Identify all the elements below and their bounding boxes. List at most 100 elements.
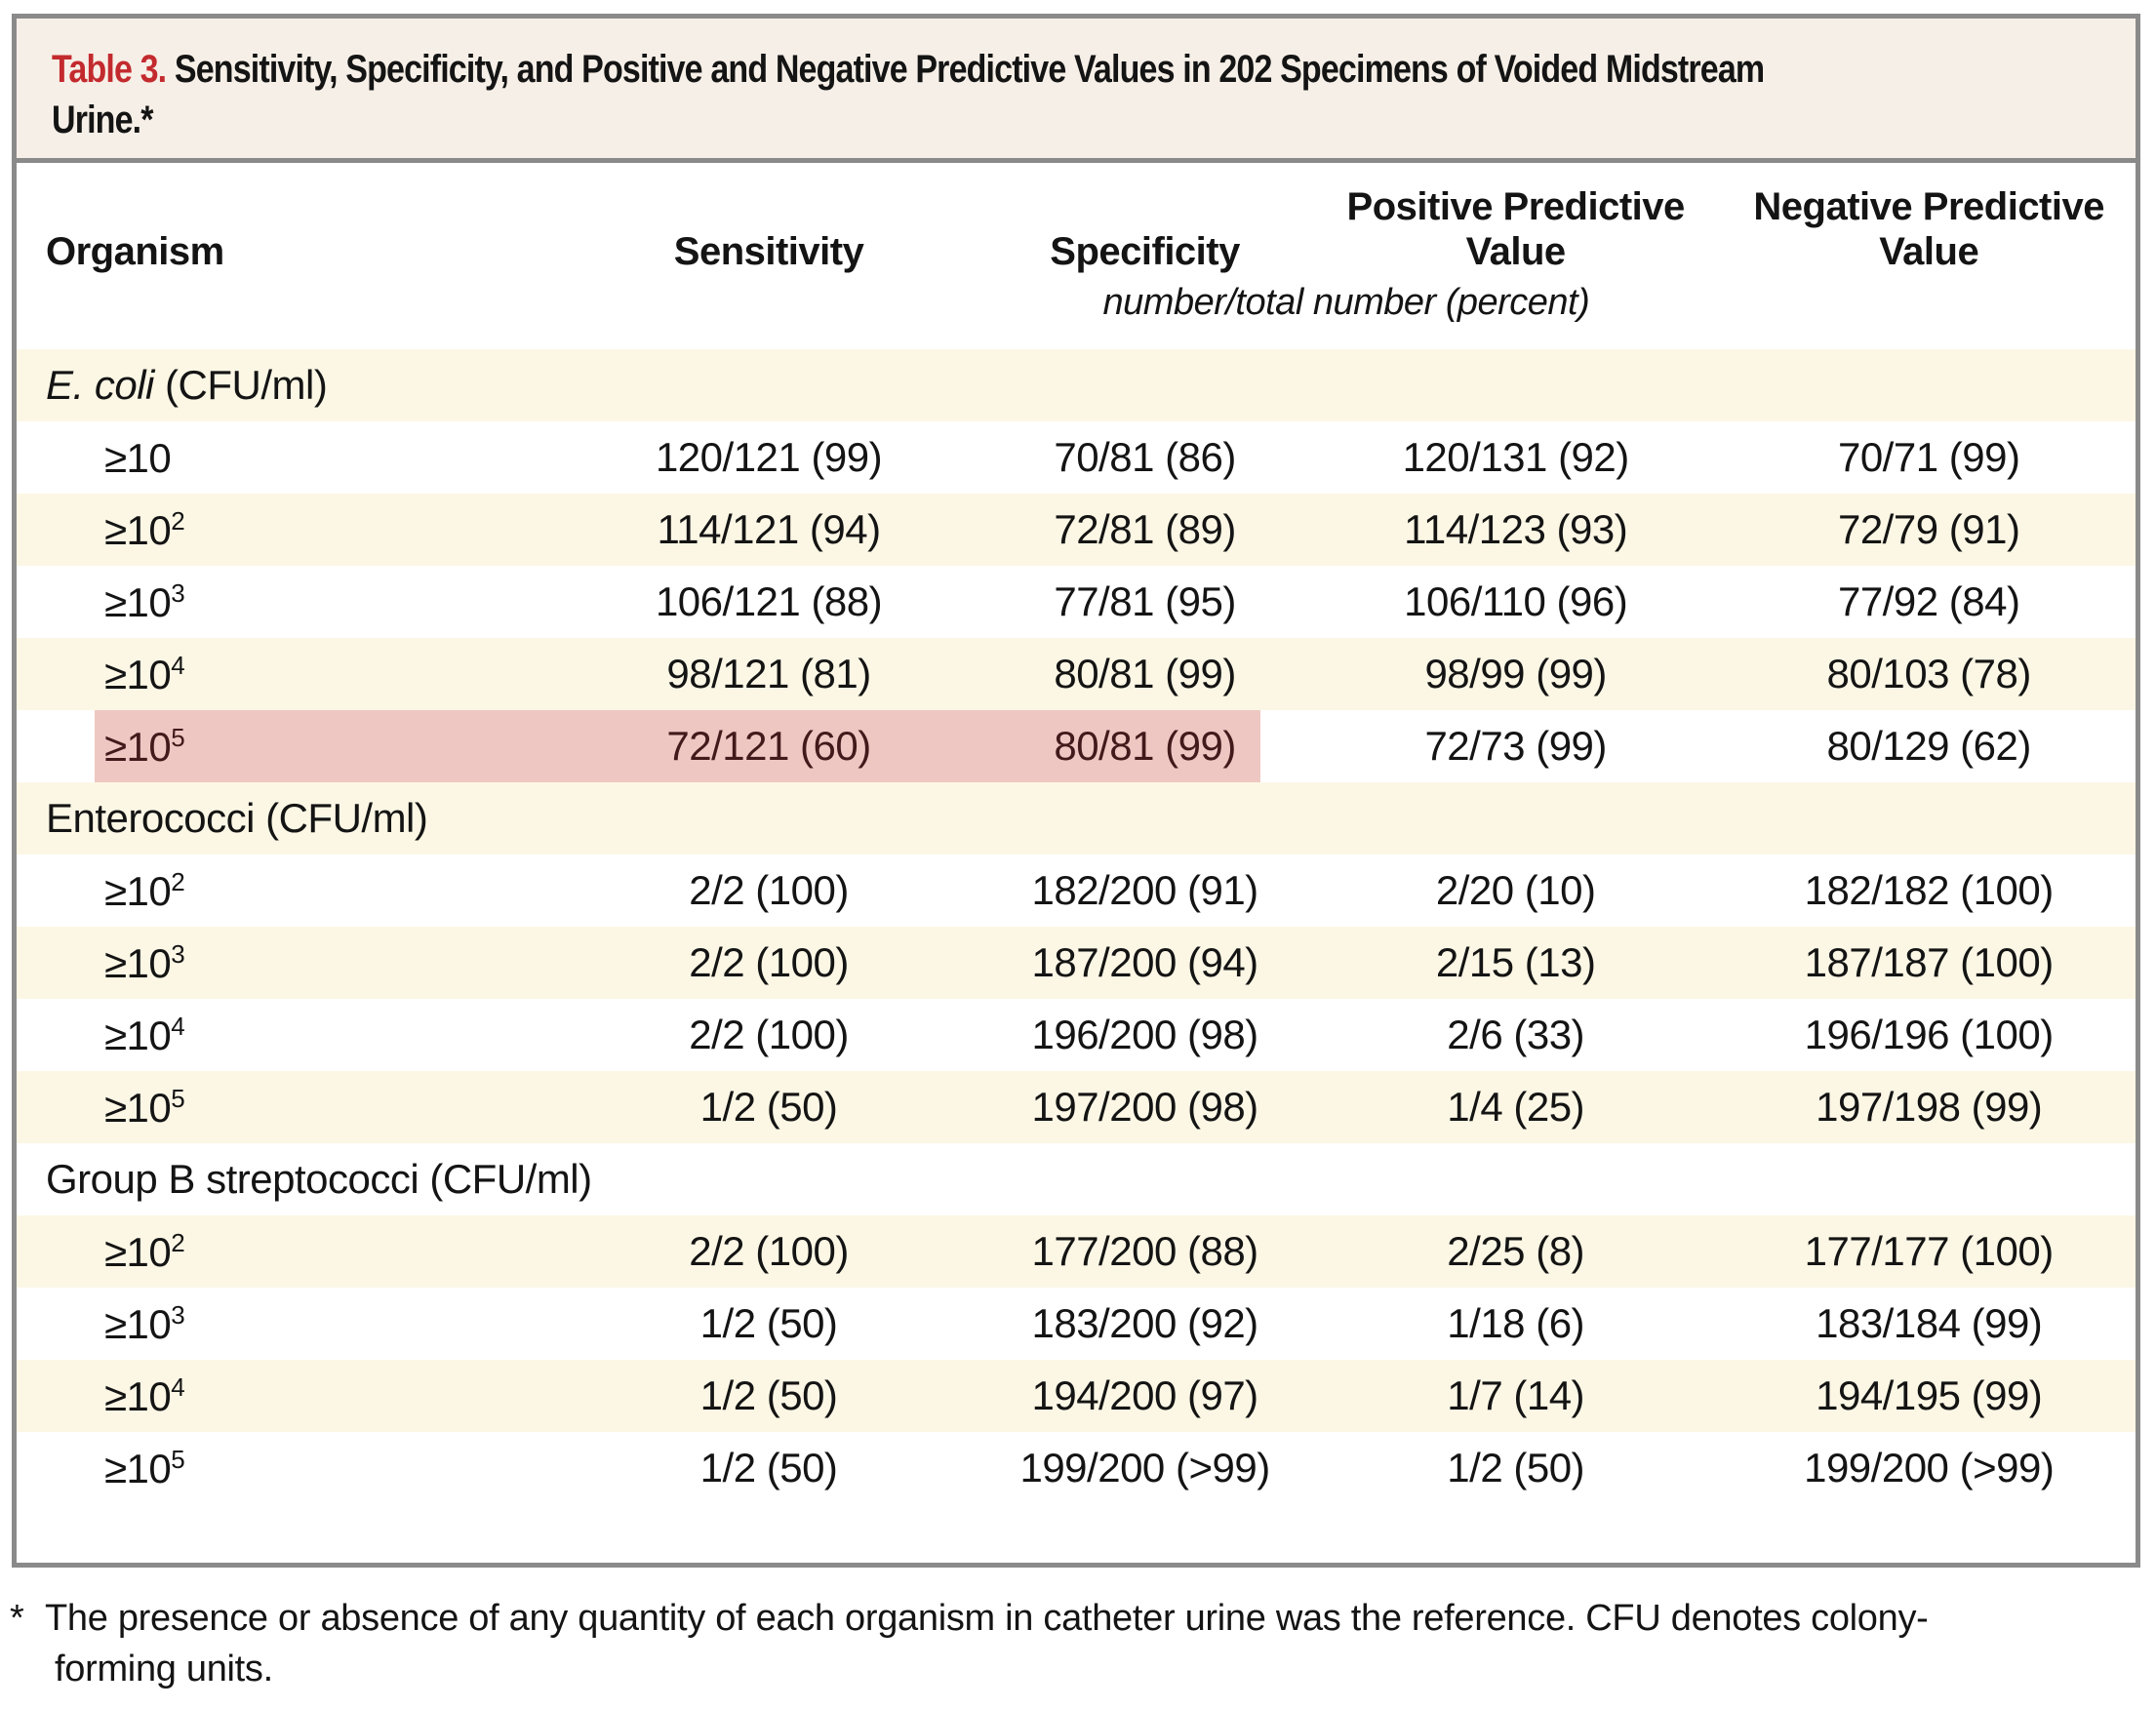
threshold-cell: ≥10 <box>17 434 557 482</box>
sensitivity-cell: 98/121 (81) <box>666 651 871 696</box>
table-title-line2: Urine.* <box>52 99 153 141</box>
specificity-cell: 183/200 (92) <box>1031 1300 1258 1346</box>
table-number-label: Table 3. <box>52 48 167 91</box>
column-header-organism: Organism <box>46 230 224 273</box>
table-row: ≥103 106/121 (88) 77/81 (95) 106/110 (96… <box>17 566 2136 638</box>
organism-name-italic: E. coli <box>46 362 154 408</box>
ppv-cell: 2/6 (33) <box>1447 1012 1585 1057</box>
organism-section-cell: E. coli (CFU/ml) <box>17 362 2136 409</box>
threshold-cell: ≥102 <box>17 506 557 554</box>
npv-cell: 80/103 (78) <box>1826 651 2032 696</box>
organism-section-cell: Enterococci (CFU/ml) <box>17 795 2136 842</box>
npv-cell: 177/177 (100) <box>1804 1228 2055 1274</box>
threshold-exponent: 4 <box>171 650 185 680</box>
column-header-ppv: Positive Predictive Value <box>1346 185 1686 273</box>
npv-cell: 80/129 (62) <box>1826 723 2032 769</box>
specificity-cell: 182/200 (91) <box>1031 867 1258 913</box>
threshold-value: ≥10 <box>104 939 172 986</box>
ppv-cell: 120/131 (92) <box>1402 434 1630 480</box>
threshold-exponent: 5 <box>171 1444 185 1474</box>
threshold-exponent: 3 <box>171 1299 185 1330</box>
sensitivity-cell: 1/2 (50) <box>699 1372 838 1418</box>
units-note: number/total number (percent) <box>1102 282 1590 323</box>
table-row: ≥103 2/2 (100) 187/200 (94) 2/15 (13) 18… <box>17 927 2136 999</box>
threshold-cell: ≥105 <box>17 723 557 771</box>
footnote-line1: * The presence or absence of any quantity… <box>10 1593 2117 1644</box>
npv-cell: 196/196 (100) <box>1804 1012 2055 1057</box>
table-row: ≥105 72/121 (60) 80/81 (99) 72/73 (99) 8… <box>17 710 2136 782</box>
threshold-cell: ≥102 <box>17 867 557 915</box>
threshold-cell: ≥103 <box>17 939 557 987</box>
table-row: ≥104 98/121 (81) 80/81 (99) 98/99 (99) 8… <box>17 638 2136 710</box>
npv-cell: 199/200 (>99) <box>1804 1445 2055 1490</box>
organism-name: Group B streptococci (CFU/ml) <box>46 1156 592 1202</box>
section-header-row: Group B streptococci (CFU/ml) <box>17 1143 2136 1215</box>
sensitivity-cell: 114/121 (94) <box>657 506 882 552</box>
threshold-value: ≥10 <box>104 1300 172 1347</box>
threshold-value: ≥10 <box>104 434 172 481</box>
specificity-cell: 194/200 (97) <box>1031 1372 1258 1418</box>
table-title: Table 3. Sensitivity, Specificity, and P… <box>52 44 1807 95</box>
table-row: ≥102 114/121 (94) 72/81 (89) 114/123 (93… <box>17 494 2136 566</box>
specificity-cell: 187/200 (94) <box>1031 939 1258 985</box>
sensitivity-cell: 72/121 (60) <box>666 723 871 769</box>
threshold-exponent: 3 <box>171 577 185 608</box>
threshold-cell: ≥103 <box>17 1300 557 1348</box>
units-row: number/total number (percent) <box>17 282 2136 324</box>
threshold-value: ≥10 <box>104 1084 172 1131</box>
threshold-exponent: 4 <box>171 1371 185 1402</box>
table-row: ≥102 2/2 (100) 177/200 (88) 2/25 (8) 177… <box>17 1215 2136 1288</box>
ppv-cell: 1/2 (50) <box>1447 1445 1585 1490</box>
threshold-value: ≥10 <box>104 1012 172 1058</box>
table-row: ≥103 1/2 (50) 183/200 (92) 1/18 (6) 183/… <box>17 1288 2136 1360</box>
ppv-cell: 106/110 (96) <box>1404 578 1628 624</box>
sensitivity-cell: 106/121 (88) <box>655 578 883 624</box>
threshold-cell: ≥105 <box>17 1445 557 1492</box>
table-row: ≥105 1/2 (50) 199/200 (>99) 1/2 (50) 199… <box>17 1432 2136 1504</box>
threshold-exponent: 2 <box>171 505 185 536</box>
table-rows: E. coli (CFU/ml) ≥10 120/121 (99) 70/81 … <box>17 349 2136 1504</box>
threshold-value: ≥10 <box>104 651 172 697</box>
organism-name: (CFU/ml) <box>153 362 328 408</box>
npv-cell: 194/195 (99) <box>1816 1372 2043 1418</box>
threshold-cell: ≥104 <box>17 651 557 698</box>
sensitivity-cell: 2/2 (100) <box>689 1012 849 1057</box>
threshold-value: ≥10 <box>104 723 172 770</box>
ppv-cell: 1/4 (25) <box>1447 1084 1585 1130</box>
sensitivity-cell: 1/2 (50) <box>699 1445 838 1490</box>
threshold-value: ≥10 <box>104 1228 172 1275</box>
sensitivity-cell: 2/2 (100) <box>689 939 849 985</box>
table-row: ≥104 1/2 (50) 194/200 (97) 1/7 (14) 194/… <box>17 1360 2136 1432</box>
specificity-cell: 70/81 (86) <box>1054 434 1236 480</box>
npv-cell: 77/92 (84) <box>1837 578 2020 624</box>
table-row: ≥105 1/2 (50) 197/200 (98) 1/4 (25) 197/… <box>17 1071 2136 1143</box>
ppv-cell: 2/25 (8) <box>1447 1228 1585 1274</box>
table-title-band: Table 3. Sensitivity, Specificity, and P… <box>17 19 2136 163</box>
specificity-cell: 177/200 (88) <box>1031 1228 1258 1274</box>
specificity-cell: 72/81 (89) <box>1054 506 1236 552</box>
table-body-area: Organism Sensitivity Specificity Positiv… <box>17 163 2136 1504</box>
specificity-cell: 199/200 (>99) <box>1019 1445 1270 1490</box>
threshold-exponent: 2 <box>171 1227 185 1257</box>
threshold-exponent: 4 <box>171 1011 185 1041</box>
threshold-exponent: 5 <box>171 722 185 752</box>
ppv-cell: 114/123 (93) <box>1404 506 1628 552</box>
organism-name: Enterococci (CFU/ml) <box>46 795 428 841</box>
threshold-exponent: 5 <box>171 1083 185 1113</box>
footnote-line2: forming units. <box>55 1649 273 1689</box>
section-header-row: Enterococci (CFU/ml) <box>17 782 2136 854</box>
table-row: ≥104 2/2 (100) 196/200 (98) 2/6 (33) 196… <box>17 999 2136 1071</box>
table3-frame: Table 3. Sensitivity, Specificity, and P… <box>12 14 2140 1568</box>
specificity-cell: 80/81 (99) <box>1054 651 1236 696</box>
sensitivity-cell: 2/2 (100) <box>689 1228 849 1274</box>
threshold-cell: ≥104 <box>17 1012 557 1059</box>
column-header-sensitivity: Sensitivity <box>673 230 864 273</box>
specificity-cell: 80/81 (99) <box>1054 723 1236 769</box>
section-header-row: E. coli (CFU/ml) <box>17 349 2136 421</box>
threshold-exponent: 2 <box>171 866 185 896</box>
threshold-value: ≥10 <box>104 1372 172 1419</box>
threshold-exponent: 3 <box>171 938 185 969</box>
table-footnote: * The presence or absence of any quantity… <box>10 1593 2117 1694</box>
threshold-value: ≥10 <box>104 867 172 914</box>
